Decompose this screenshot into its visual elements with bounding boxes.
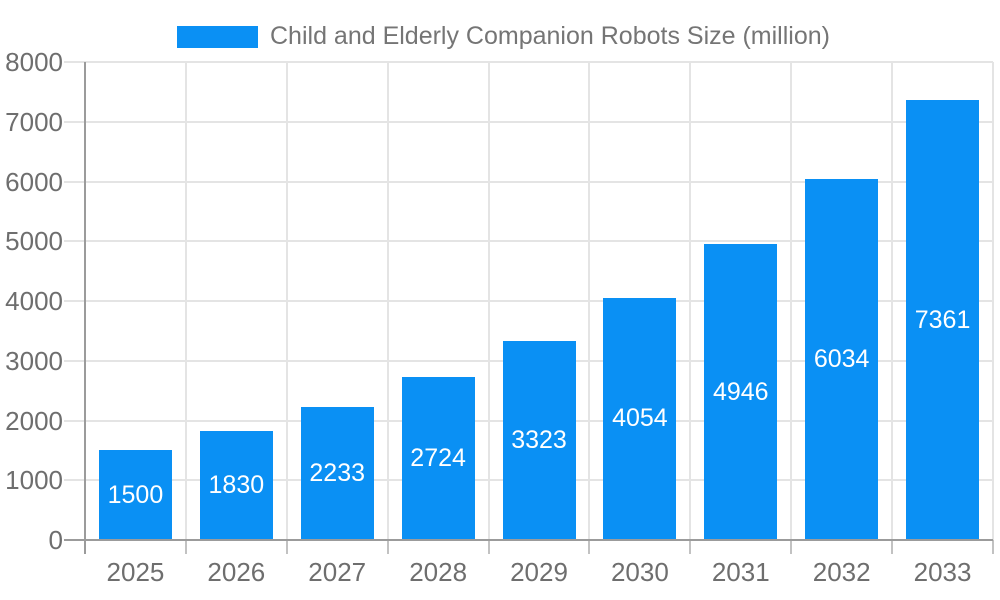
gridline-h <box>64 180 993 183</box>
bar-value-label: 3323 <box>511 426 567 455</box>
bar-value-label: 2233 <box>309 458 366 487</box>
y-tick-label: 3000 <box>5 345 63 376</box>
y-tick-label: 6000 <box>5 166 63 197</box>
gridline-h <box>64 61 993 63</box>
x-tick-mark <box>891 540 894 554</box>
legend[interactable]: Child and Elderly Companion Robots Size … <box>177 22 830 51</box>
x-tick-mark <box>992 540 994 554</box>
bar-value-label: 1500 <box>107 480 164 509</box>
bar-value-label: 6034 <box>813 345 870 374</box>
x-tick-label: 2031 <box>711 557 770 587</box>
bar-2031[interactable]: 4946 <box>704 244 778 540</box>
x-tick-mark <box>184 540 187 554</box>
bar-2025[interactable]: 1500 <box>98 450 172 540</box>
bar-2030[interactable]: 4054 <box>603 297 677 540</box>
gridline-v <box>790 62 793 540</box>
gridline-v <box>992 62 994 540</box>
x-tick-label: 2026 <box>207 557 266 587</box>
y-tick-label: 5000 <box>5 226 63 257</box>
gridline-h <box>64 240 993 243</box>
gridline-v <box>588 62 591 540</box>
x-tick-mark <box>689 540 692 554</box>
y-axis-line <box>84 62 86 554</box>
bar-2027[interactable]: 2233 <box>300 406 374 540</box>
bar-2026[interactable]: 1830 <box>199 430 273 540</box>
x-axis-line <box>64 539 993 541</box>
y-tick-label: 4000 <box>5 286 63 316</box>
bar-2032[interactable]: 6034 <box>805 179 879 540</box>
y-tick-label: 2000 <box>5 405 63 436</box>
x-tick-mark <box>790 540 793 554</box>
y-tick-label: 1000 <box>5 465 63 496</box>
x-tick-mark <box>588 540 591 554</box>
x-tick-mark <box>487 540 490 554</box>
bar-value-label: 7361 <box>914 305 971 334</box>
gridline-v <box>689 62 692 540</box>
gridline-v <box>487 62 490 540</box>
gridline-v <box>891 62 894 540</box>
plot-area: 1500 1830 2233 2724 3323 4054 4946 6034 7361 <box>64 61 994 554</box>
y-tick-label: 0 <box>48 525 63 555</box>
bar-2029[interactable]: 3323 <box>502 341 576 540</box>
x-tick-label: 2028 <box>409 557 468 587</box>
bar-2028[interactable]: 2724 <box>401 377 475 540</box>
bar-value-label: 2724 <box>410 444 466 473</box>
bar-2033[interactable]: 7361 <box>906 100 980 540</box>
y-tick-label: 7000 <box>5 106 63 137</box>
x-tick-label: 2032 <box>812 557 871 587</box>
x-tick-label: 2030 <box>610 557 669 587</box>
y-tick-label: 8000 <box>5 47 63 77</box>
x-tick-label: 2029 <box>510 557 568 587</box>
bar-value-label: 4946 <box>712 377 769 406</box>
bar-value-label: 4054 <box>612 404 668 433</box>
bar-value-label: 1830 <box>208 470 265 499</box>
x-tick-label: 2025 <box>106 557 165 587</box>
x-tick-label: 2027 <box>308 557 367 587</box>
gridline-h <box>64 120 993 123</box>
x-tick-label: 2033 <box>913 557 972 587</box>
gridline-v <box>285 62 288 540</box>
x-axis-labels: 2025 2026 2027 2028 2029 2030 2031 2032 2033 <box>85 557 993 589</box>
legend-swatch <box>177 25 258 48</box>
x-tick-mark <box>386 540 389 554</box>
x-tick-mark <box>285 540 288 554</box>
legend-label: Child and Elderly Companion Robots Size … <box>270 22 830 50</box>
y-axis-labels: 0 1000 2000 3000 4000 5000 6000 7000 8000 <box>0 49 63 553</box>
gridline-v <box>184 62 187 540</box>
gridline-v <box>386 62 389 540</box>
gridline-h <box>64 300 993 302</box>
